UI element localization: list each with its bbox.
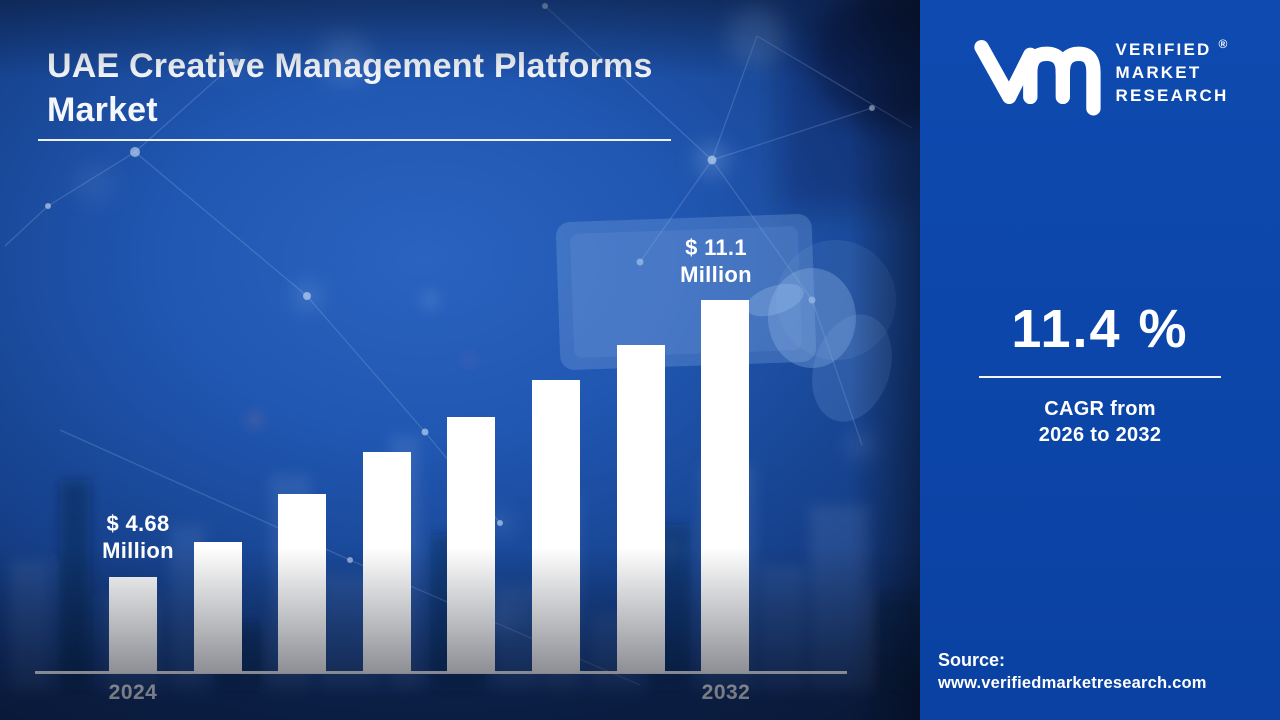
- chart-bar-2: [194, 542, 242, 673]
- chart-bar-6: [532, 380, 580, 673]
- cagr-divider: [979, 376, 1221, 378]
- brand-logo: VERIFIED ® MARKET RESEARCH: [920, 28, 1280, 116]
- brand-word-verified: VERIFIED: [1115, 39, 1212, 59]
- vmr-logo-icon: [974, 39, 1102, 116]
- registered-trademark: ®: [1218, 36, 1228, 51]
- cagr-block: 11.4 % CAGR from 2026 to 2032: [920, 298, 1280, 448]
- chart-bar-3: [278, 494, 326, 673]
- cagr-value: 11.4 %: [1011, 299, 1189, 359]
- chart-bar-5: [447, 417, 495, 673]
- chart-bar-7: [617, 345, 665, 673]
- bars-layer: [109, 300, 749, 673]
- x-axis-line: [35, 671, 847, 674]
- data-label-first: $ 4.68 Million: [102, 510, 174, 564]
- data-label-last-value: $ 11.1: [685, 235, 747, 260]
- x-tick-2032: 2032: [701, 681, 751, 704]
- data-label-first-unit: Million: [102, 538, 174, 563]
- x-tick-2024: 2024: [108, 681, 158, 704]
- cagr-caption-line1: CAGR from: [1044, 398, 1156, 420]
- chart-bar-8: [701, 300, 749, 673]
- data-label-last-unit: Million: [680, 262, 752, 287]
- source-block: Source: www.verifiedmarketresearch.com: [938, 648, 1274, 694]
- chart-scene: UAE Creative Management Platforms Market…: [0, 0, 920, 720]
- source-url: www.verifiedmarketresearch.com: [938, 674, 1207, 692]
- brand-wordmark: VERIFIED ® MARKET RESEARCH: [1115, 36, 1229, 107]
- source-label: Source:: [938, 650, 1006, 670]
- cagr-caption-line2: 2026 to 2032: [1038, 424, 1162, 446]
- chart-bar-4: [363, 452, 411, 673]
- brand-word-market: MARKET: [1115, 62, 1202, 82]
- brand-word-research: RESEARCH: [1115, 85, 1229, 105]
- data-label-first-value: $ 4.68: [106, 511, 170, 536]
- brand-panel: VERIFIED ® MARKET RESEARCH 11.4 % CAGR fr…: [920, 0, 1280, 720]
- data-label-last: $ 11.1 Million: [680, 234, 752, 288]
- chart-bar-1: [109, 577, 157, 673]
